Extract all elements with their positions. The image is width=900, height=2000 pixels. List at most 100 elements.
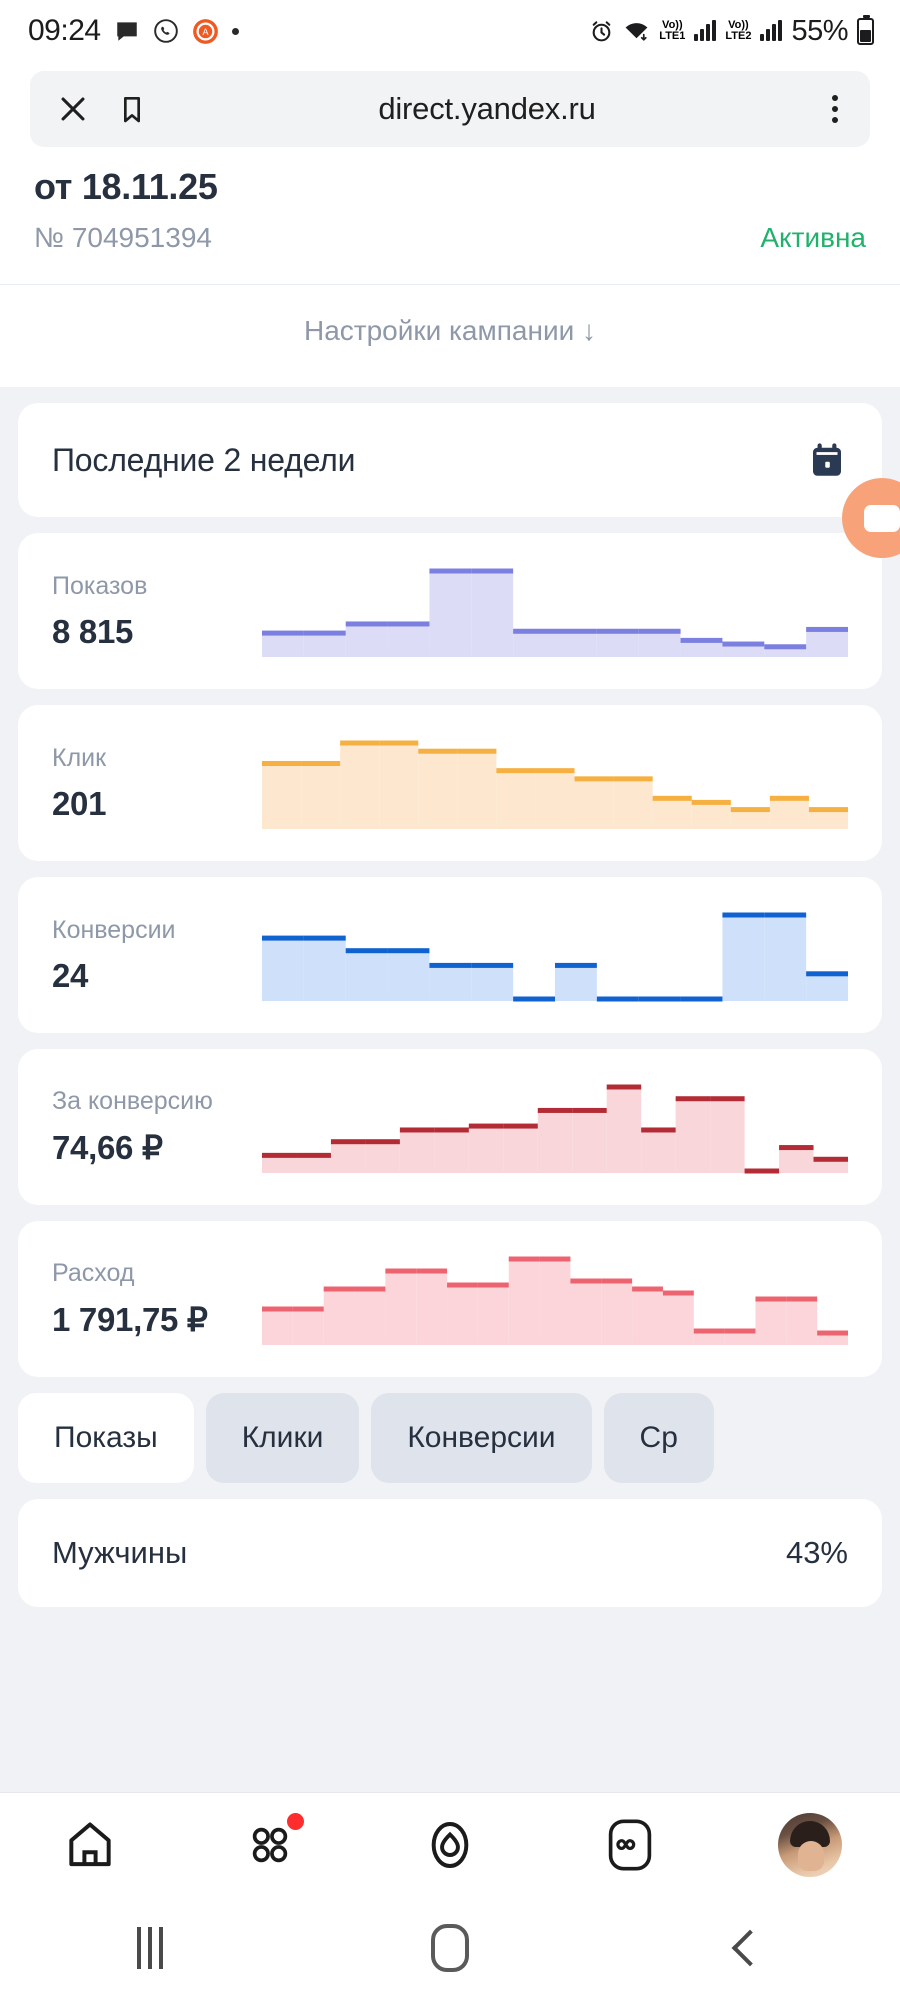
alarm-icon [589, 19, 614, 44]
tab-label: Показы [54, 1421, 158, 1454]
home-button[interactable] [360, 1924, 540, 1972]
page-content: от 18.11.25 № 704951394 Активна Настройк… [0, 156, 900, 1840]
metric-value: 74,66 ₽ [52, 1129, 163, 1166]
metric-row: Клик 201 [18, 705, 882, 861]
whatsapp-icon [153, 18, 179, 44]
sms-icon [114, 18, 140, 44]
volte-lte2-icon: Vo)) LTE2 [725, 19, 752, 42]
nav-services[interactable] [210, 1812, 330, 1871]
nav-clips[interactable] [390, 1817, 510, 1873]
wifi-icon [623, 19, 650, 44]
back-chevron-icon [731, 1929, 769, 1967]
tab-conversions[interactable]: Конверсии [371, 1393, 592, 1483]
metric-row: За конверсию 74,66 ₽ [18, 1049, 882, 1205]
tab-clicks[interactable]: Клики [205, 1393, 360, 1483]
calendar-icon[interactable] [806, 439, 848, 481]
demographics-card[interactable]: Мужчины 43% [18, 1499, 882, 1607]
profile-avatar [778, 1812, 842, 1877]
tab-average[interactable]: Ср [603, 1393, 714, 1483]
metric-left: Клик 201 [52, 744, 252, 823]
close-icon[interactable] [56, 92, 90, 126]
signal2-icon [760, 20, 783, 41]
metric-value: 201 [52, 784, 107, 822]
volte-lte1-icon: Vo)) LTE1 [659, 19, 686, 42]
notification-badge [287, 1812, 304, 1830]
tab-label: Конверсии [407, 1421, 556, 1454]
campaign-meta-row: № 704951394 Активна [34, 208, 866, 284]
metric-card-conversions[interactable]: Конверсии 24 [18, 877, 882, 1033]
status-clock: 09:24 [28, 14, 101, 47]
app-bottom-nav [0, 1792, 900, 1896]
sparkline-chart [262, 1077, 848, 1177]
bookmark-icon[interactable] [116, 93, 148, 125]
metric-card-cost-per-conversion[interactable]: За конверсию 74,66 ₽ [18, 1049, 882, 1205]
battery-icon [857, 14, 874, 45]
metric-card-impressions[interactable]: Показов 8 815 [18, 533, 882, 689]
campaign-id: № 704951394 [34, 222, 212, 253]
divider [0, 284, 900, 285]
tab-label: Клики [241, 1421, 324, 1454]
alfabank-icon: A [192, 18, 219, 45]
status-bar-left: 09:24 A [28, 14, 239, 48]
metric-row: Конверсии 24 [18, 877, 882, 1033]
recents-icon [137, 1927, 163, 1969]
metric-left: За конверсию 74,66 ₽ [52, 1087, 252, 1167]
status-badge: Активна [760, 222, 866, 253]
dot-icon [231, 27, 239, 35]
services-grid-icon [244, 1819, 296, 1871]
period-card[interactable]: Последние 2 недели [18, 403, 882, 517]
metric-tabs: Показы Клики Конверсии Ср [0, 1393, 900, 1483]
browser-toolbar: direct.yandex.ru [0, 62, 900, 156]
metric-left: Конверсии 24 [52, 916, 252, 995]
demographics-row: Мужчины 43% [18, 1499, 882, 1607]
campaign-header: от 18.11.25 № 704951394 Активна [0, 156, 900, 284]
campaign-settings-button[interactable]: Настройки кампании ↓ [0, 285, 900, 387]
metric-card-clicks[interactable]: Клик 201 [18, 705, 882, 861]
nav-profile[interactable] [750, 1812, 870, 1877]
tab-label: Ср [639, 1421, 678, 1454]
sparkline-chart [262, 561, 848, 661]
period-label: Последние 2 недели [52, 441, 356, 478]
url-text[interactable]: direct.yandex.ru [378, 91, 596, 126]
metric-label: Расход [52, 1259, 135, 1287]
campaign-title: от 18.11.25 [34, 166, 218, 207]
metric-label: Клик [52, 743, 107, 772]
support-chat-fab[interactable] [842, 478, 900, 558]
metric-value: 24 [52, 956, 89, 994]
chat-bubble-icon [864, 504, 900, 532]
status-bar-right: Vo)) LTE1 Vo)) LTE2 55% [589, 14, 874, 48]
metric-label: Конверсии [52, 915, 176, 944]
demographics-value: 43% [785, 1535, 848, 1570]
battery-percent: 55% [791, 14, 848, 47]
recents-button[interactable] [60, 1927, 240, 1969]
signal1-icon [694, 20, 717, 41]
android-system-nav [0, 1896, 900, 2000]
nav-messenger[interactable] [570, 1817, 690, 1873]
metric-label: За конверсию [52, 1087, 213, 1115]
campaign-header-card: от 18.11.25 № 704951394 Активна Настройк… [0, 156, 900, 387]
kebab-menu-icon[interactable] [826, 89, 844, 129]
metric-left: Показов 8 815 [52, 572, 252, 651]
sparkline-chart [262, 905, 848, 1005]
nav-home[interactable] [30, 1817, 150, 1873]
svg-text:A: A [202, 26, 208, 36]
metric-left: Расход 1 791,75 ₽ [52, 1259, 252, 1339]
url-bar[interactable]: direct.yandex.ru [30, 71, 870, 147]
metric-value: 8 815 [52, 612, 134, 650]
demographics-label: Мужчины [52, 1535, 188, 1570]
period-row[interactable]: Последние 2 недели [18, 403, 882, 517]
sparkline-chart [262, 733, 848, 833]
home-icon [62, 1817, 118, 1873]
metric-card-spend[interactable]: Расход 1 791,75 ₽ [18, 1221, 882, 1377]
sparkline-chart [262, 1249, 848, 1349]
metric-row: Расход 1 791,75 ₽ [18, 1221, 882, 1377]
metric-row: Показов 8 815 [18, 533, 882, 689]
campaign-settings-label: Настройки кампании ↓ [303, 315, 597, 346]
clips-icon [422, 1817, 478, 1873]
home-pill-icon [431, 1924, 469, 1972]
android-status-bar: 09:24 A Vo)) LTE1 [0, 0, 900, 62]
tab-impressions[interactable]: Показы [18, 1393, 194, 1483]
back-button[interactable] [660, 1929, 840, 1967]
metric-value: 1 791,75 ₽ [52, 1301, 208, 1338]
